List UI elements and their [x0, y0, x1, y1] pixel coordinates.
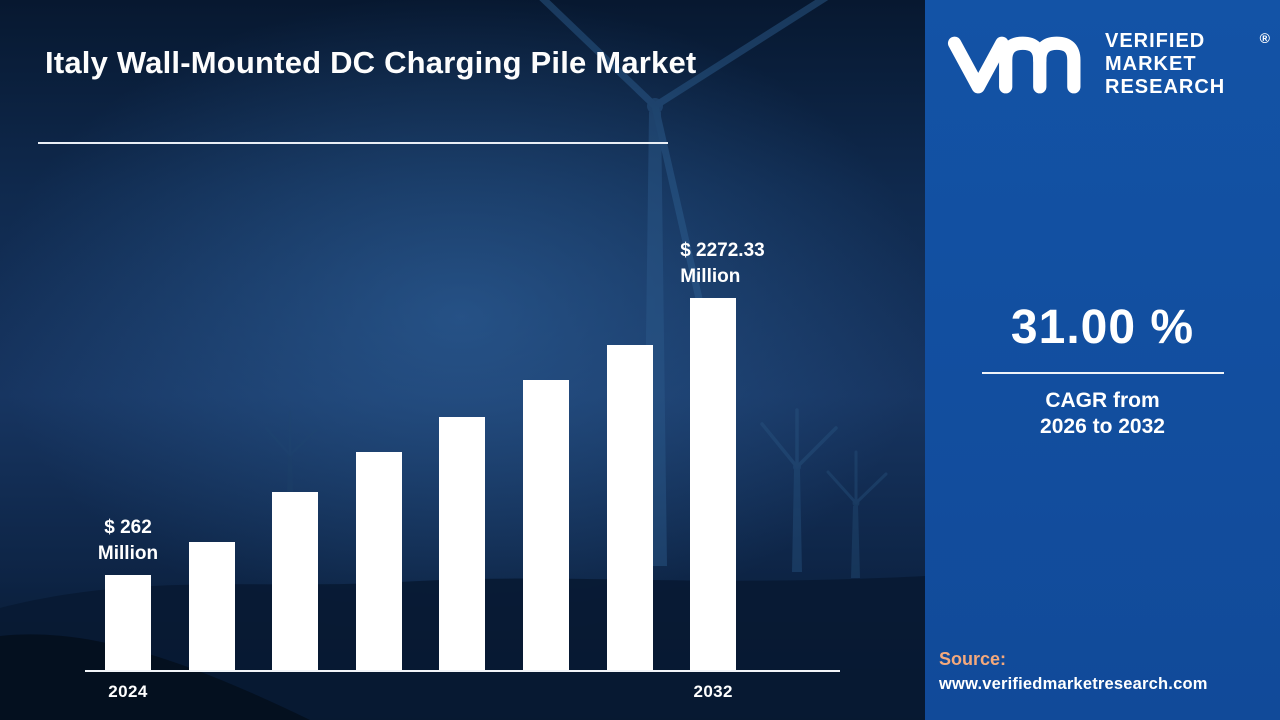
small-wind-turbine-icon — [826, 450, 888, 578]
source-label: Source: — [939, 649, 1007, 669]
brand-line-verified: VERIFIED — [1105, 30, 1206, 52]
page-title: Italy Wall-Mounted DC Charging Pile Mark… — [45, 45, 697, 80]
bar-col-2 — [188, 542, 235, 670]
cagr-caption: CAGR from 2026 to 2032 — [925, 388, 1280, 440]
bar-value-label-2024: $ 262 Million — [97, 517, 159, 564]
bar-2024 — [105, 575, 151, 670]
brand-line-research: RESEARCH — [1105, 76, 1226, 98]
brand-line-market: MARKET — [1105, 53, 1197, 75]
x-tick-2024: 2024 — [108, 682, 148, 701]
x-tick-2032: 2032 — [693, 682, 733, 701]
cagr-block: 31.00 % CAGR from 2026 to 2032 — [925, 300, 1280, 440]
bar-col-5 — [439, 417, 486, 670]
source-block: Source: www.verifiedmarketresearch.com — [939, 649, 1208, 694]
bar-col-6 — [523, 380, 569, 670]
bar-col-4 — [355, 452, 402, 670]
bar-value-label-2032: $ 2272.33 Million — [680, 240, 765, 287]
brand-header: VERIFIED MARKET RESEARCH — [947, 30, 1225, 99]
source-url: www.verifiedmarketresearch.com — [939, 675, 1208, 693]
bar-2032 — [690, 298, 737, 670]
small-wind-turbine-icon — [760, 408, 838, 572]
x-axis-line — [85, 670, 840, 672]
brand-name: VERIFIED MARKET RESEARCH — [1105, 30, 1225, 99]
registered-trademark: ® — [1259, 30, 1270, 46]
cagr-divider — [981, 372, 1224, 374]
cagr-caption-line2: 2026 to 2032 — [1040, 415, 1165, 438]
bar-col-3 — [272, 492, 319, 670]
bar-chart: 2024 2032 $ 262 Million $ 2272.33 Million — [85, 240, 840, 701]
title-underline — [38, 142, 668, 144]
brand-panel: VERIFIED MARKET RESEARCH ® 31.00 % CAGR … — [925, 0, 1280, 720]
foreground-hill — [0, 634, 310, 720]
cagr-caption-line1: CAGR from — [1045, 389, 1160, 412]
vmr-logo-icon — [947, 36, 1081, 93]
bar-col-7 — [606, 345, 653, 670]
cagr-value: 31.00 % — [1010, 301, 1195, 354]
